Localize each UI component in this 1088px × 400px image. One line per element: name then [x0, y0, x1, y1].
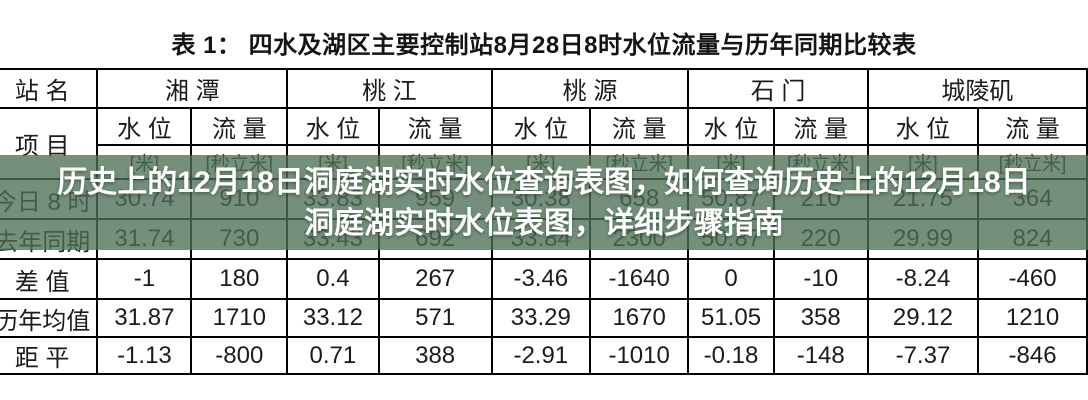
- row-label: 距 平: [0, 336, 99, 375]
- table-cell: 51.05: [687, 298, 775, 338]
- table-cell: 0: [687, 258, 775, 300]
- station-header-xiangtan: 湘 潭: [96, 68, 289, 109]
- table-cell: 33.12: [286, 298, 380, 338]
- table-cell: 1210: [977, 298, 1088, 338]
- table-cell: -148: [772, 336, 869, 375]
- table-cell: -460: [977, 258, 1088, 300]
- table-cell: -2.91: [490, 336, 591, 375]
- table-cell: 571: [377, 298, 493, 338]
- table-cell: -0.18: [687, 336, 775, 375]
- table-title: 表 1： 四水及湖区主要控制站8月28日8时水位流量与历年同期比较表: [171, 32, 917, 59]
- header-flow: 流 量: [772, 107, 869, 146]
- overlay-banner: 历史上的12月18日洞庭湖实时水位查询表图，如何查询历史上的12月18日 洞庭湖…: [0, 155, 1088, 250]
- table-cell: -10: [772, 258, 869, 300]
- header-level: 水 位: [490, 107, 591, 146]
- station-header-shimen: 石 门: [687, 68, 869, 109]
- row-label: 历年均值: [0, 298, 99, 338]
- table-cell: 358: [772, 298, 869, 338]
- table-cell: 33.29: [490, 298, 591, 338]
- table-cell: 0.4: [286, 258, 380, 300]
- table-cell: 180: [190, 258, 289, 300]
- header-level: 水 位: [286, 107, 380, 146]
- header-level: 水 位: [96, 107, 193, 146]
- corner-station-label: 站 名: [0, 68, 99, 109]
- header-flow: 流 量: [377, 107, 493, 146]
- station-name-row: 站 名 湘 潭 桃 江 桃 源 石 门 城陵矶: [0, 68, 1088, 109]
- table-cell: -1: [96, 258, 193, 300]
- table-cell: -1640: [588, 258, 690, 300]
- table-row-historical-mean: 历年均值 31.87 1710 33.12 571 33.29 1670 51.…: [0, 298, 1088, 338]
- overlay-title-line2: 洞庭湖实时水位表图，详细步骤指南: [304, 206, 784, 240]
- table-cell: 388: [377, 336, 493, 375]
- table-cell: 31.87: [96, 298, 193, 338]
- table-cell: -8.24: [866, 258, 980, 300]
- header-flow: 流 量: [977, 107, 1088, 146]
- table-cell: -1.13: [96, 336, 193, 375]
- station-header-chenglingji: 城陵矶: [866, 68, 1088, 109]
- station-header-taojiang: 桃 江: [286, 68, 493, 109]
- overlay-title-line1: 历史上的12月18日洞庭湖实时水位查询表图，如何查询历史上的12月18日: [57, 165, 1031, 199]
- station-header-taoyuan: 桃 源: [490, 68, 690, 109]
- table-cell: 29.12: [866, 298, 980, 338]
- table-cell: -3.46: [490, 258, 591, 300]
- header-flow: 流 量: [588, 107, 690, 146]
- table-row-anomaly: 距 平 -1.13 -800 0.71 388 -2.91 -1010 -0.1…: [0, 336, 1088, 375]
- table-row-difference: 差 值 -1 180 0.4 267 -3.46 -1640 0 -10 -8.…: [0, 258, 1088, 300]
- table-cell: -1010: [588, 336, 690, 375]
- header-level: 水 位: [687, 107, 775, 146]
- table-cell: -846: [977, 336, 1088, 375]
- table-cell: -7.37: [866, 336, 980, 375]
- row-label: 差 值: [0, 258, 99, 300]
- table-cell: 1670: [588, 298, 690, 338]
- measure-header-row: 项 目 水 位 流 量 水 位 流 量 水 位 流 量 水 位 流 量 水 位 …: [0, 107, 1088, 180]
- table-cell: 0.71: [286, 336, 380, 375]
- header-level: 水 位: [866, 107, 980, 146]
- table-cell: 267: [377, 258, 493, 300]
- table-cell: 1710: [190, 298, 289, 338]
- table-cell: -800: [190, 336, 289, 375]
- header-flow: 流 量: [190, 107, 289, 146]
